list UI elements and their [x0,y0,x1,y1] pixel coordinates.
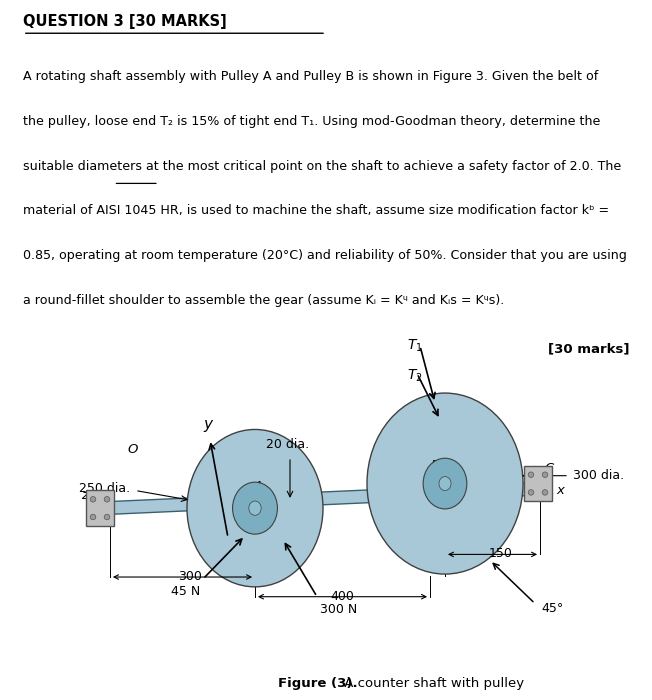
Text: Figure (3).: Figure (3). [278,677,358,690]
Polygon shape [105,482,543,514]
Bar [86,491,114,526]
Text: 0.85, operating at room temperature (20°C) and reliability of 50%. Consider that: 0.85, operating at room temperature (20°… [23,249,627,262]
Ellipse shape [439,477,451,491]
Ellipse shape [187,430,323,587]
Text: B: B [430,459,439,473]
Circle shape [528,490,534,495]
Text: 150: 150 [488,547,512,560]
Text: [30 marks]: [30 marks] [548,342,629,356]
Text: a round-fillet shoulder to assemble the gear (assume Kᵢ = Kᶣ and Kᵢs = Kᶣs).: a round-fillet shoulder to assemble the … [23,294,504,307]
Ellipse shape [423,458,467,509]
Text: 300: 300 [179,570,202,583]
Text: 45 N: 45 N [171,585,200,598]
Text: $T_2$: $T_2$ [407,368,423,384]
Ellipse shape [367,393,523,574]
Ellipse shape [249,501,261,515]
Text: C: C [544,462,554,475]
Text: x: x [556,484,564,497]
Text: 20 dia.: 20 dia. [267,438,310,451]
Text: the pulley, loose end T₂ is 15% of tight end T₁. Using mod-Goodman theory, deter: the pulley, loose end T₂ is 15% of tight… [23,115,600,128]
Text: y: y [203,417,213,433]
Bar [524,466,552,501]
Text: 45°: 45° [541,602,563,615]
Text: A counter shaft with pulley: A counter shaft with pulley [340,677,524,690]
Circle shape [104,496,110,502]
Text: A: A [254,480,263,493]
Text: $T_1$: $T_1$ [407,338,423,354]
Circle shape [542,472,548,477]
Text: z: z [82,489,89,502]
Text: material of AISI 1045 HR, is used to machine the shaft, assume size modification: material of AISI 1045 HR, is used to mac… [23,204,609,218]
Circle shape [90,514,96,520]
Text: suitable diameters at the most critical point on the shaft to achieve a safety f: suitable diameters at the most critical … [23,160,621,173]
Text: 400: 400 [331,589,355,603]
Text: 300 dia.: 300 dia. [573,469,624,482]
Text: QUESTION 3 [30 MARKS]: QUESTION 3 [30 MARKS] [23,14,227,29]
Circle shape [104,514,110,520]
Text: 300 N: 300 N [320,603,357,615]
Ellipse shape [233,482,278,534]
Text: O: O [128,442,138,456]
Circle shape [542,490,548,495]
Circle shape [90,496,96,502]
Text: A rotating shaft assembly with Pulley A and Pulley B is shown in Figure 3. Given: A rotating shaft assembly with Pulley A … [23,70,598,83]
Text: 250 dia.: 250 dia. [79,482,130,495]
Circle shape [528,472,534,477]
